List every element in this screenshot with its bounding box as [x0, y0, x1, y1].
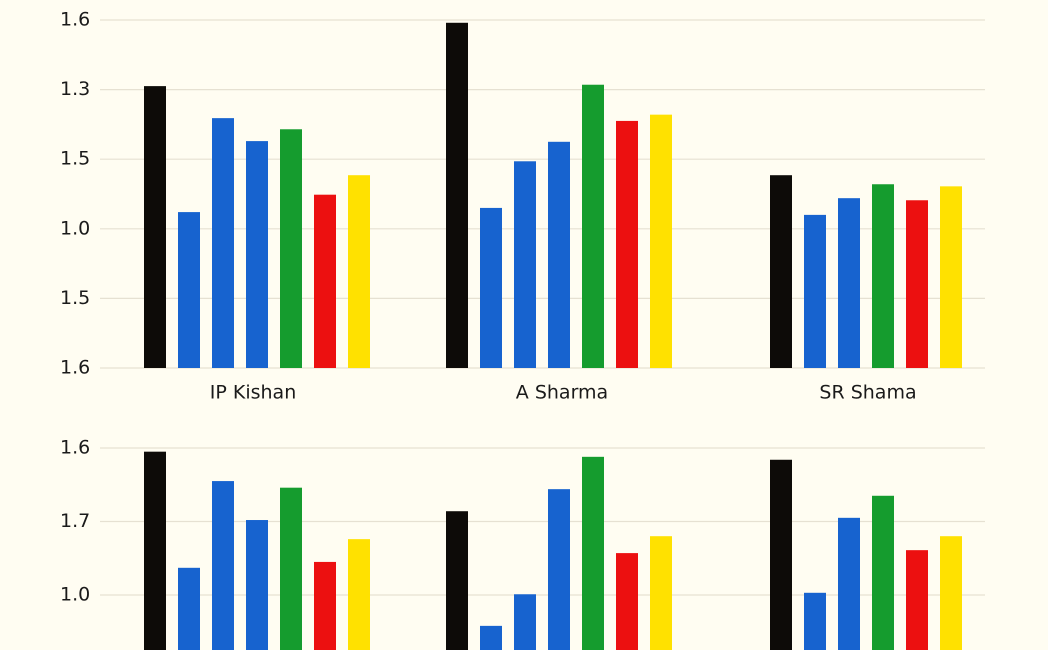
bar	[446, 22, 468, 369]
bar	[804, 214, 826, 368]
bar	[548, 141, 570, 368]
bar	[212, 118, 234, 368]
bar	[314, 194, 336, 368]
bar	[838, 198, 860, 368]
bar	[314, 561, 336, 650]
bar	[212, 481, 234, 650]
bar	[144, 86, 166, 369]
bar	[548, 489, 570, 650]
bar	[514, 594, 536, 650]
bar	[280, 487, 302, 650]
x-tick-label: SR Shama	[819, 382, 916, 404]
bar	[246, 520, 268, 650]
x-tick-label: A Sharma	[516, 382, 608, 404]
y-tick-label: 1.6	[60, 357, 90, 379]
bar	[906, 550, 928, 650]
y-tick-label: 1.6	[60, 437, 90, 459]
bar	[872, 184, 894, 368]
y-tick-label: 1.7	[60, 510, 90, 532]
y-tick-label: 1.3	[60, 78, 90, 100]
bar	[446, 511, 468, 650]
bar	[280, 129, 302, 368]
bar	[582, 84, 604, 368]
bar	[838, 517, 860, 650]
bar	[770, 175, 792, 368]
y-tick-label: 1.5	[60, 287, 90, 309]
bar	[940, 186, 962, 368]
bar	[582, 456, 604, 650]
bar	[650, 536, 672, 650]
bar	[770, 459, 792, 650]
bar	[178, 212, 200, 368]
bar	[906, 200, 928, 368]
y-tick-label: 1.6	[60, 9, 90, 31]
bar	[804, 592, 826, 650]
y-tick-label: 1.5	[60, 148, 90, 170]
bar	[348, 175, 370, 368]
y-tick-label: 1.0	[60, 217, 90, 239]
bar	[480, 207, 502, 368]
bar	[348, 539, 370, 650]
bar	[650, 114, 672, 368]
bar	[178, 567, 200, 650]
y-tick-label: 1.0	[60, 584, 90, 606]
bar	[940, 536, 962, 650]
bar	[872, 495, 894, 650]
bar	[616, 120, 638, 368]
bar	[144, 451, 166, 650]
x-tick-label: IP Kishan	[210, 382, 296, 404]
bar	[616, 553, 638, 650]
bar	[246, 141, 268, 368]
bar	[514, 161, 536, 368]
bar	[480, 625, 502, 650]
